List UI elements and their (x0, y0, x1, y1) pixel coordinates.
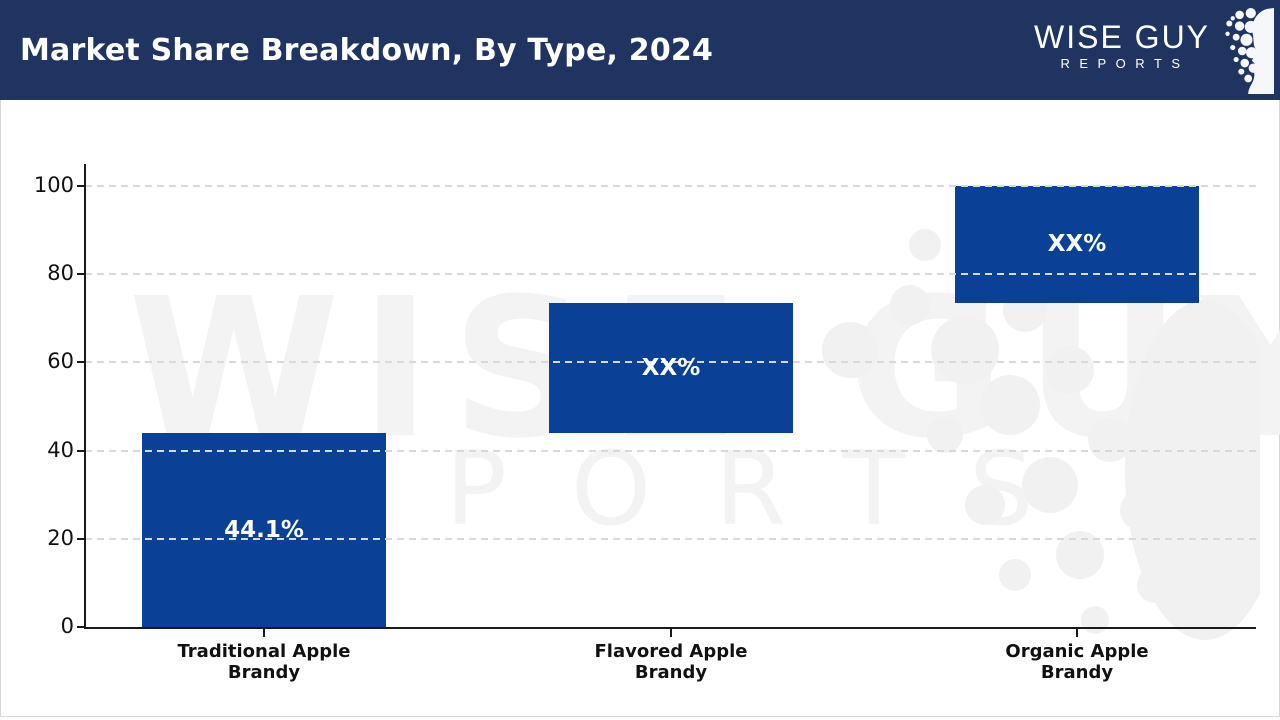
bar-segment (142, 432, 386, 627)
x-axis-tickmark (263, 629, 265, 637)
y-axis-tick-label: 100 (33, 173, 74, 197)
gridline (85, 449, 1256, 452)
gridline (85, 361, 1256, 364)
y-axis-tickmark (77, 185, 85, 187)
x-axis-tickmark (670, 629, 672, 637)
brand-face-icon (1225, 8, 1274, 94)
brand-logo: WISE GUY REPORTS (1010, 8, 1274, 94)
y-axis-tick-label: 0 (60, 614, 74, 638)
gridline (85, 185, 1256, 187)
x-axis-category-label: Organic Apple Brandy (1005, 641, 1149, 683)
y-axis-tickmark (77, 273, 85, 276)
brand-name: WISE GUY (1034, 19, 1211, 55)
y-axis-tickmark (77, 626, 85, 628)
y-axis-tick-label: 80 (47, 261, 74, 286)
y-axis-tickmark (77, 449, 85, 452)
gridline (85, 273, 1256, 276)
y-axis-tick-label: 20 (47, 525, 74, 550)
y-axis-tick-label: 40 (47, 437, 74, 462)
y-axis-tickmark (77, 361, 85, 364)
bar-value-label: XX% (1047, 231, 1107, 258)
page-title: Market Share Breakdown, By Type, 2024 (20, 32, 714, 68)
gridline (85, 537, 1256, 540)
brand-subname: REPORTS (1060, 56, 1190, 71)
x-axis-category-label: Flavored Apple Brandy (594, 641, 748, 683)
bar-value-label: 44.1% (224, 516, 304, 543)
bar-value-label: XX% (641, 354, 701, 381)
y-axis-line (84, 164, 86, 629)
y-axis-tick-label: 60 (47, 349, 74, 374)
header: Market Share Breakdown, By Type, 2024 WI… (0, 0, 1280, 100)
brand-logo-text: WISE GUY REPORTS (1034, 20, 1210, 71)
x-axis-tickmark (1076, 629, 1078, 637)
bar-segment (549, 302, 793, 433)
x-axis-category-label: Traditional Apple Brandy (177, 641, 351, 683)
x-axis-line (84, 627, 1256, 629)
y-axis-tickmark (77, 537, 85, 540)
